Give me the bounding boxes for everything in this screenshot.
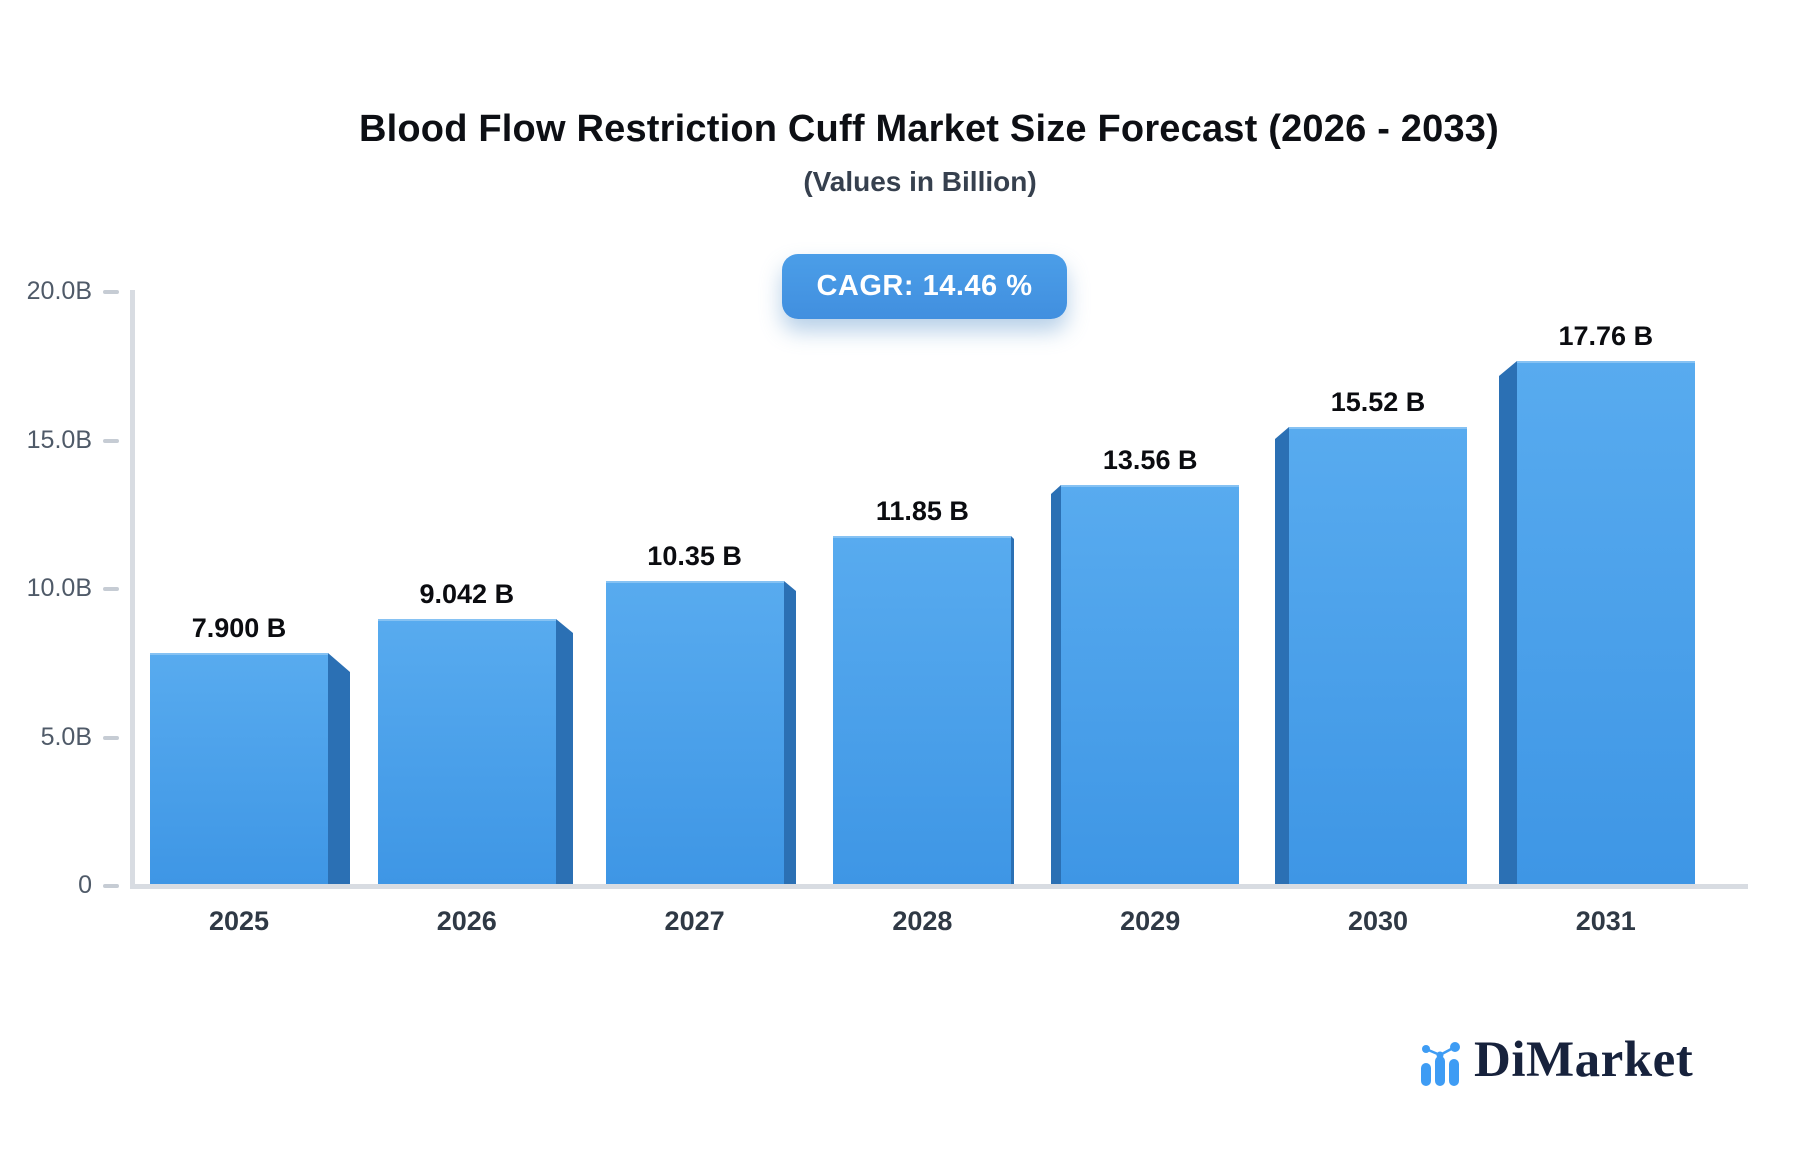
bar-value-label: 17.76 B <box>1558 321 1654 351</box>
x-axis-label: 2030 <box>1347 906 1409 936</box>
bar-value-label: 13.56 B <box>1102 445 1198 475</box>
bar-side-face <box>1011 536 1014 886</box>
bar-side-face <box>1499 361 1517 886</box>
bar-value-label: 11.85 B <box>875 496 969 526</box>
x-axis-label: 2026 <box>436 906 497 936</box>
y-axis-tick <box>103 587 119 591</box>
x-axis-label: 2031 <box>1575 906 1636 936</box>
y-axis-label: 5.0B <box>40 722 92 751</box>
x-axis-label: 2028 <box>892 906 953 936</box>
bar-2025[interactable] <box>150 653 328 886</box>
x-axis-label: 2025 <box>208 906 270 936</box>
logo-text: DiMarket <box>1474 1032 1694 1088</box>
bar-2030[interactable] <box>1289 427 1467 886</box>
cagr-badge: CAGR: 14.46 % <box>782 254 1067 319</box>
y-axis-tick <box>103 735 119 740</box>
bar-2026[interactable] <box>378 619 556 886</box>
bar-side-face <box>328 653 350 886</box>
x-axis-label: 2029 <box>1120 906 1181 936</box>
chart-subtitle: (Values in Billion) <box>803 166 1037 197</box>
bar-value-label: 15.52 B <box>1330 387 1426 417</box>
bar-value-label: 9.042 B <box>419 579 515 609</box>
bar-side-face <box>1275 427 1289 886</box>
x-axis-baseline <box>130 884 1748 889</box>
y-axis-label: 0 <box>78 871 92 899</box>
bar-2029[interactable] <box>1061 485 1239 886</box>
logo-bar-line-chart-icon <box>1421 1042 1460 1086</box>
y-axis-label: 15.0B <box>26 425 92 454</box>
dimarket-logo: DiMarket <box>1418 1032 1693 1088</box>
y-axis-label: 20.0B <box>26 277 92 305</box>
y-axis-tick <box>103 438 119 443</box>
bar-side-face <box>784 581 796 886</box>
bar-2031[interactable] <box>1517 361 1695 886</box>
bar-side-face <box>1051 485 1061 886</box>
y-axis-tick <box>103 884 119 888</box>
bar-side-face <box>556 619 573 886</box>
bar-2027[interactable] <box>606 581 784 886</box>
bar-2028[interactable] <box>833 536 1011 886</box>
chart-title: Blood Flow Restriction Cuff Market Size … <box>358 108 1500 150</box>
y-axis-label: 10.0B <box>26 574 92 602</box>
y-axis-tick <box>103 290 119 294</box>
x-axis-label: 2027 <box>664 906 725 936</box>
bar-value-label: 10.35 B <box>647 541 742 571</box>
bar-value-label: 7.900 B <box>191 613 287 643</box>
y-axis-line <box>130 290 135 886</box>
